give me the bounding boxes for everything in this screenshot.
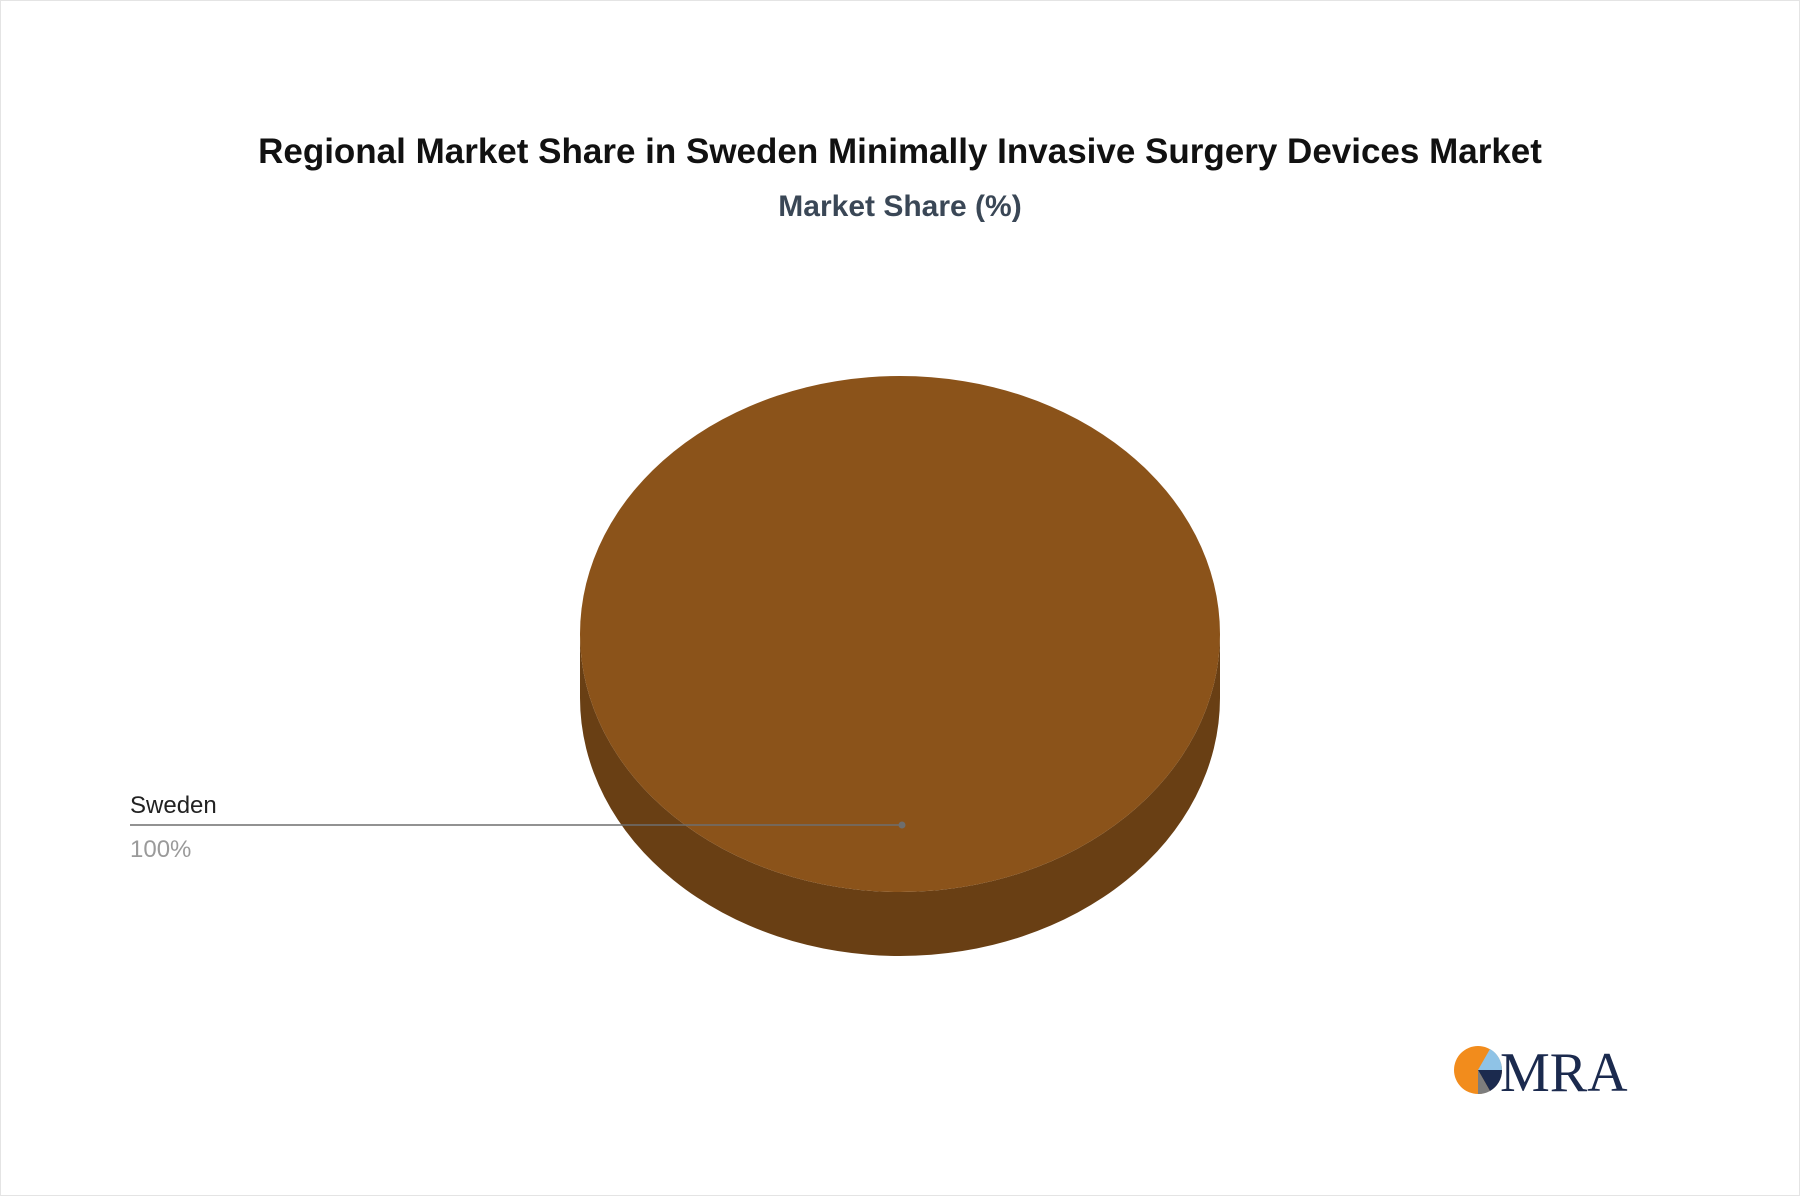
slice-value-sweden: 100% — [130, 836, 191, 863]
logo-light-blue-wedge — [1478, 1049, 1503, 1070]
pie-slice-side-sweden — [580, 634, 1220, 956]
chart-title: Regional Market Share in Sweden Minimall… — [258, 132, 1542, 171]
logo-navy-wedge — [1478, 1070, 1503, 1091]
slices-layer — [580, 376, 1220, 956]
logo-text: MRA — [1500, 1042, 1628, 1102]
leader-dot-sweden — [898, 821, 906, 829]
chart-subtitle: Market Share (%) — [778, 190, 1022, 223]
logo-gray-wedge — [1478, 1070, 1490, 1095]
slice-label-sweden: Sweden — [130, 792, 217, 819]
mra-logo: MRA — [1454, 1042, 1628, 1102]
pie-slice-sweden[interactable] — [580, 376, 1220, 892]
labels-layer: Sweden 100% — [130, 792, 906, 863]
